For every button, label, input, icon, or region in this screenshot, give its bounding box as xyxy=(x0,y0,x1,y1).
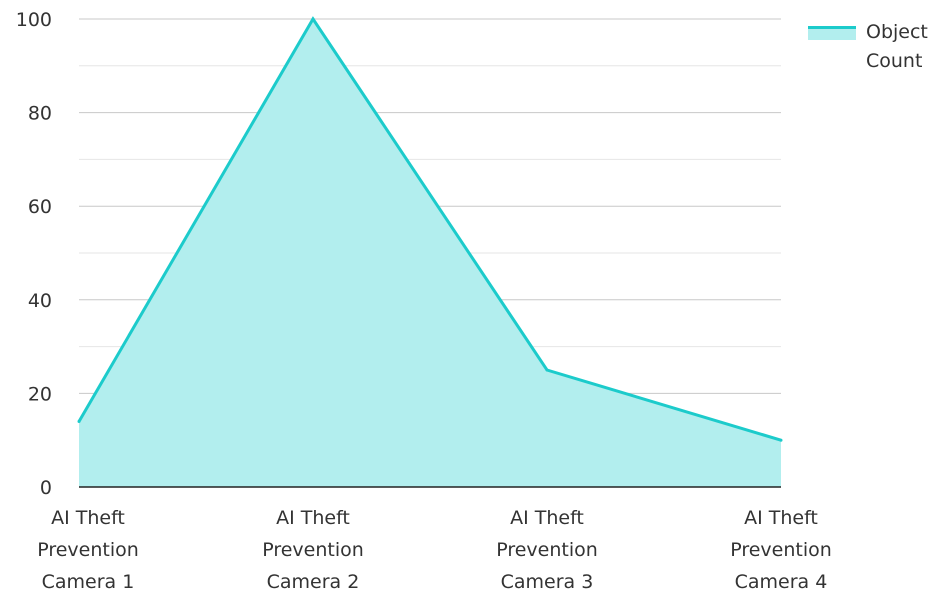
y-axis-tick-labels: 0 20 40 60 80 100 xyxy=(16,9,52,499)
data-point xyxy=(77,419,81,423)
y-tick-label-20: 20 xyxy=(28,383,52,405)
legend: Object Count xyxy=(808,18,944,76)
y-tick-label-0: 0 xyxy=(40,477,52,499)
x-axis-tick-labels: AI Theft Prevention Camera 1 AI Theft Preven… xyxy=(37,507,832,592)
data-point xyxy=(545,368,549,372)
data-point xyxy=(311,17,315,21)
series-line-object-count xyxy=(77,16,782,442)
x-tick-label: AI Theft Prevention Camera 3 xyxy=(496,507,598,592)
data-point xyxy=(779,438,783,442)
series-fill-object-count xyxy=(79,19,781,487)
x-tick-label: AI Theft Prevention Camera 1 xyxy=(37,507,139,592)
x-tick-label: AI Theft Prevention Camera 2 xyxy=(262,507,364,592)
y-tick-label-100: 100 xyxy=(16,9,52,31)
legend-label-object-count: Object Count xyxy=(866,21,928,72)
legend-swatch xyxy=(808,26,856,40)
x-tick-label: AI Theft Prevention Camera 4 xyxy=(730,507,832,592)
y-tick-label-40: 40 xyxy=(28,290,52,312)
y-tick-label-80: 80 xyxy=(28,103,52,125)
series-area xyxy=(77,16,783,487)
y-tick-label-60: 60 xyxy=(28,196,52,218)
